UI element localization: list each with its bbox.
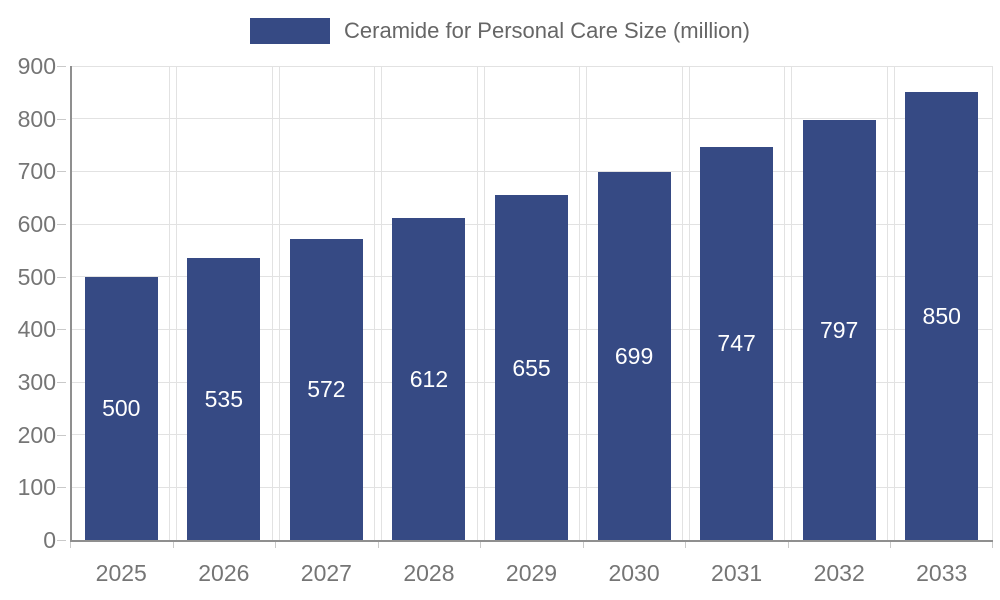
y-tick-label: 800 xyxy=(17,105,56,132)
y-tick-label: 400 xyxy=(17,316,56,343)
bar-value-label: 535 xyxy=(204,386,244,413)
y-tick-label: 100 xyxy=(17,474,56,501)
bar-value-label: 612 xyxy=(409,365,449,392)
y-tick-mark xyxy=(57,487,66,489)
y-tick-mark xyxy=(57,224,66,225)
x-tick-mark xyxy=(787,540,789,548)
x-tick-label: 2032 xyxy=(813,560,865,586)
bar-2028: 612 xyxy=(392,217,466,540)
bar-2031: 747 xyxy=(700,146,774,540)
bar-value-label: 850 xyxy=(922,303,961,330)
x-tick-mark xyxy=(275,540,277,548)
x-tick-mark xyxy=(172,540,174,548)
x-tick-label: 2031 xyxy=(711,560,763,586)
v-gridline xyxy=(483,66,485,540)
y-tick-mark xyxy=(57,66,66,67)
bar-value-label: 797 xyxy=(819,317,859,344)
y-tick-mark xyxy=(57,118,66,120)
h-gridline xyxy=(70,65,993,67)
bar-value-label: 572 xyxy=(307,376,346,403)
v-gridline xyxy=(688,66,690,540)
v-gridline xyxy=(278,66,280,540)
v-gridline xyxy=(271,66,273,540)
y-tick-label: 600 xyxy=(17,211,56,237)
bar-value-label: 655 xyxy=(512,354,551,381)
x-tick-mark xyxy=(70,540,71,548)
bar-value-label: 500 xyxy=(102,395,141,422)
y-tick-mark xyxy=(57,171,66,173)
bar-2025: 500 xyxy=(84,276,158,540)
y-tick-mark xyxy=(57,329,66,331)
x-tick-mark xyxy=(992,540,993,548)
v-gridline xyxy=(681,66,683,540)
bar-2026: 535 xyxy=(187,258,261,540)
x-tick-label: 2033 xyxy=(916,560,968,586)
bar-2029: 655 xyxy=(495,195,568,540)
y-tick-mark xyxy=(57,382,66,383)
x-tick-mark xyxy=(685,540,687,548)
bar-2030: 699 xyxy=(597,171,671,540)
y-tick-label: 300 xyxy=(17,369,56,395)
x-tick-label: 2030 xyxy=(608,560,660,586)
y-axis-line xyxy=(70,66,72,540)
v-gridline xyxy=(176,66,178,540)
v-gridline xyxy=(169,66,171,540)
y-tick-mark xyxy=(57,434,66,436)
y-tick-label: 500 xyxy=(17,263,56,290)
bar-2027: 572 xyxy=(289,238,363,540)
y-tick-label: 900 xyxy=(17,53,56,79)
x-tick-label: 2025 xyxy=(95,560,147,586)
bar-value-label: 747 xyxy=(717,330,756,357)
v-gridline xyxy=(893,66,895,540)
v-gridline xyxy=(992,66,993,540)
v-gridline xyxy=(791,66,793,540)
legend-swatch xyxy=(250,18,331,44)
x-axis-line xyxy=(70,540,993,542)
y-axis: 0 100 200 300 400 500 600 700 800 900 xyxy=(0,53,66,553)
bar-2033: 850 xyxy=(905,92,979,540)
v-gridline xyxy=(476,66,478,540)
x-tick-label: 2028 xyxy=(403,560,455,586)
x-tick-label: 2029 xyxy=(505,560,558,586)
h-gridline xyxy=(70,118,993,120)
y-tick-label: 200 xyxy=(17,421,56,448)
v-gridline xyxy=(579,66,581,540)
y-tick-label: 0 xyxy=(43,527,56,553)
bar-2032: 797 xyxy=(802,120,876,540)
legend-label: Ceramide for Personal Care Size (million… xyxy=(344,18,750,43)
bar-value-label: 699 xyxy=(614,342,654,369)
y-tick-mark xyxy=(57,276,66,278)
v-gridline xyxy=(886,66,888,540)
x-axis: 2025 2026 2027 2028 2029 2030 2031 2032 2033 xyxy=(70,552,993,592)
h-gridline xyxy=(70,170,993,172)
y-tick-label: 700 xyxy=(17,158,56,185)
x-tick-mark xyxy=(582,540,584,548)
x-tick-mark xyxy=(480,540,482,548)
plot-area: 500 535 572 612 655 699 747 797 850 xyxy=(70,65,993,548)
legend[interactable]: Ceramide for Personal Care Size (million… xyxy=(0,18,1000,44)
v-gridline xyxy=(784,66,786,540)
x-tick-label: 2026 xyxy=(198,560,250,586)
y-tick-mark xyxy=(57,540,66,541)
x-tick-mark xyxy=(377,540,379,548)
v-gridline xyxy=(381,66,383,540)
v-gridline xyxy=(374,66,376,540)
v-gridline xyxy=(586,66,588,540)
x-tick-label: 2027 xyxy=(300,560,352,586)
x-tick-mark xyxy=(890,540,892,548)
